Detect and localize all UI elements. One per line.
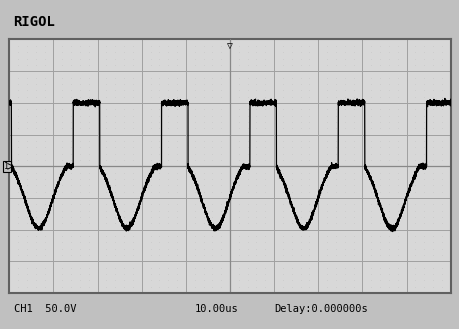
Text: 10.00us: 10.00us [194,304,238,314]
Text: 1: 1 [5,162,10,171]
Text: ▽: ▽ [227,41,232,51]
Text: CH1  50.0V: CH1 50.0V [14,304,76,314]
Text: Delay:0.000000s: Delay:0.000000s [274,304,367,314]
Text: RIGOL: RIGOL [14,15,56,29]
